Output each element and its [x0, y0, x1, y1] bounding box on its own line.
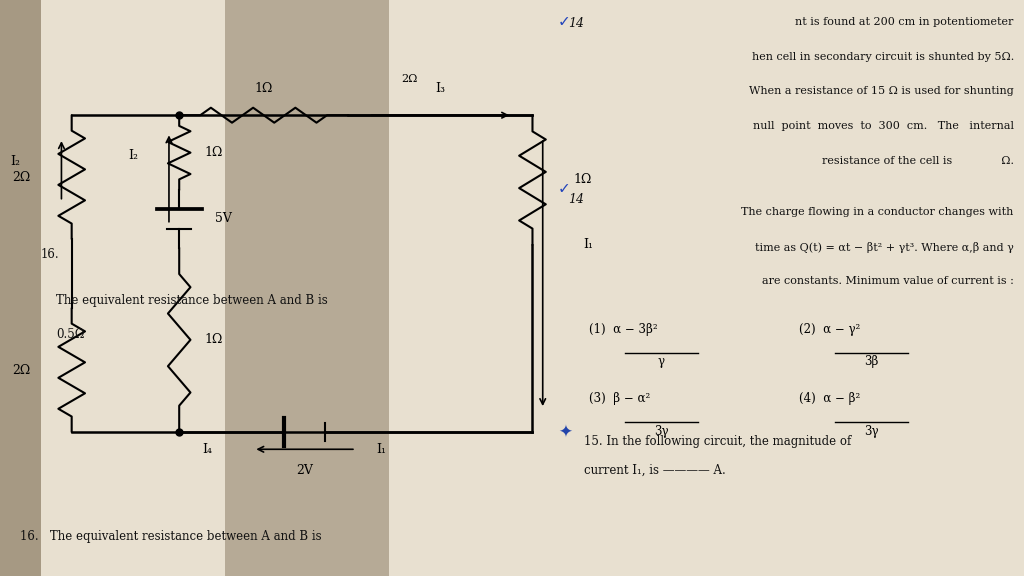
- Text: 1Ω: 1Ω: [255, 82, 272, 95]
- Text: 1Ω: 1Ω: [205, 334, 223, 346]
- Text: 3β: 3β: [864, 355, 879, 369]
- Text: 3γ: 3γ: [864, 425, 879, 438]
- Text: I₂: I₂: [128, 149, 138, 162]
- Text: current I₁, is ———— A.: current I₁, is ———— A.: [584, 464, 725, 477]
- Text: are constants. Minimum value of current is :: are constants. Minimum value of current …: [762, 276, 1014, 286]
- Text: 2V: 2V: [296, 464, 313, 477]
- Text: γ: γ: [658, 355, 665, 369]
- Text: resistance of the cell is              Ω.: resistance of the cell is Ω.: [821, 156, 1014, 165]
- Text: 2Ω: 2Ω: [401, 74, 418, 84]
- Text: 16.   The equivalent resistance between A and B is: 16. The equivalent resistance between A …: [20, 530, 323, 543]
- Text: The charge flowing in a conductor changes with: The charge flowing in a conductor change…: [741, 207, 1014, 217]
- Text: (2)  α − γ²: (2) α − γ²: [799, 323, 860, 336]
- Text: (3)  β − α²: (3) β − α²: [589, 392, 650, 405]
- Text: hen cell in secondary circuit is shunted by 5Ω.: hen cell in secondary circuit is shunted…: [752, 52, 1014, 62]
- Text: The equivalent resistance between A and B is: The equivalent resistance between A and …: [56, 294, 328, 307]
- Text: ✓: ✓: [558, 181, 570, 196]
- Text: I₁: I₁: [377, 443, 386, 456]
- Text: 2Ω: 2Ω: [12, 170, 31, 184]
- Text: ✦: ✦: [558, 423, 572, 441]
- Text: 5V: 5V: [215, 213, 231, 225]
- Text: 1Ω: 1Ω: [205, 146, 223, 159]
- Text: I₁: I₁: [584, 238, 594, 251]
- Text: nt is found at 200 cm in potentiometer: nt is found at 200 cm in potentiometer: [796, 17, 1014, 27]
- Polygon shape: [0, 0, 41, 576]
- Text: 2Ω: 2Ω: [12, 363, 31, 377]
- Text: time as Q(t) = αt − βt² + γt³. Where α,β and γ: time as Q(t) = αt − βt² + γt³. Where α,β…: [755, 242, 1014, 253]
- Text: I₃: I₃: [435, 82, 445, 95]
- Text: I₂: I₂: [10, 155, 20, 168]
- Text: 0.5Ω: 0.5Ω: [56, 328, 85, 342]
- Text: I₄: I₄: [203, 443, 213, 456]
- Text: 16.: 16.: [41, 248, 59, 261]
- Text: 14: 14: [568, 17, 585, 31]
- Text: 1Ω: 1Ω: [573, 173, 592, 187]
- Text: 3γ: 3γ: [654, 425, 669, 438]
- Polygon shape: [225, 0, 389, 576]
- Text: When a resistance of 15 Ω is used for shunting: When a resistance of 15 Ω is used for sh…: [749, 86, 1014, 96]
- Text: 14: 14: [568, 193, 585, 206]
- Text: (1)  α − 3β²: (1) α − 3β²: [589, 323, 657, 336]
- Text: 15. In the following circuit, the magnitude of: 15. In the following circuit, the magnit…: [584, 435, 851, 448]
- Text: (4)  α − β²: (4) α − β²: [799, 392, 860, 405]
- Text: null  point  moves  to  300  cm.   The   internal: null point moves to 300 cm. The internal: [753, 121, 1014, 131]
- Text: ✓: ✓: [558, 14, 570, 29]
